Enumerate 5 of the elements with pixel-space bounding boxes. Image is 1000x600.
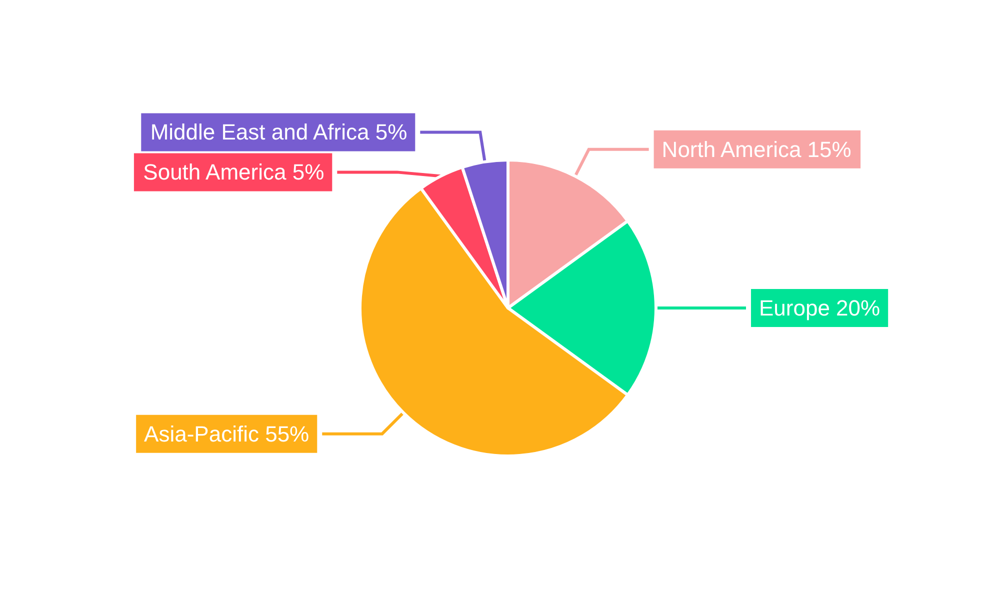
slice-label: South America 5% bbox=[143, 160, 324, 185]
slice-label: Asia-Pacific 55% bbox=[144, 421, 310, 446]
slice-label: North America 15% bbox=[662, 136, 852, 162]
slice-label: Middle East and Africa 5% bbox=[150, 120, 408, 145]
slice-label: Europe 20% bbox=[759, 296, 880, 320]
